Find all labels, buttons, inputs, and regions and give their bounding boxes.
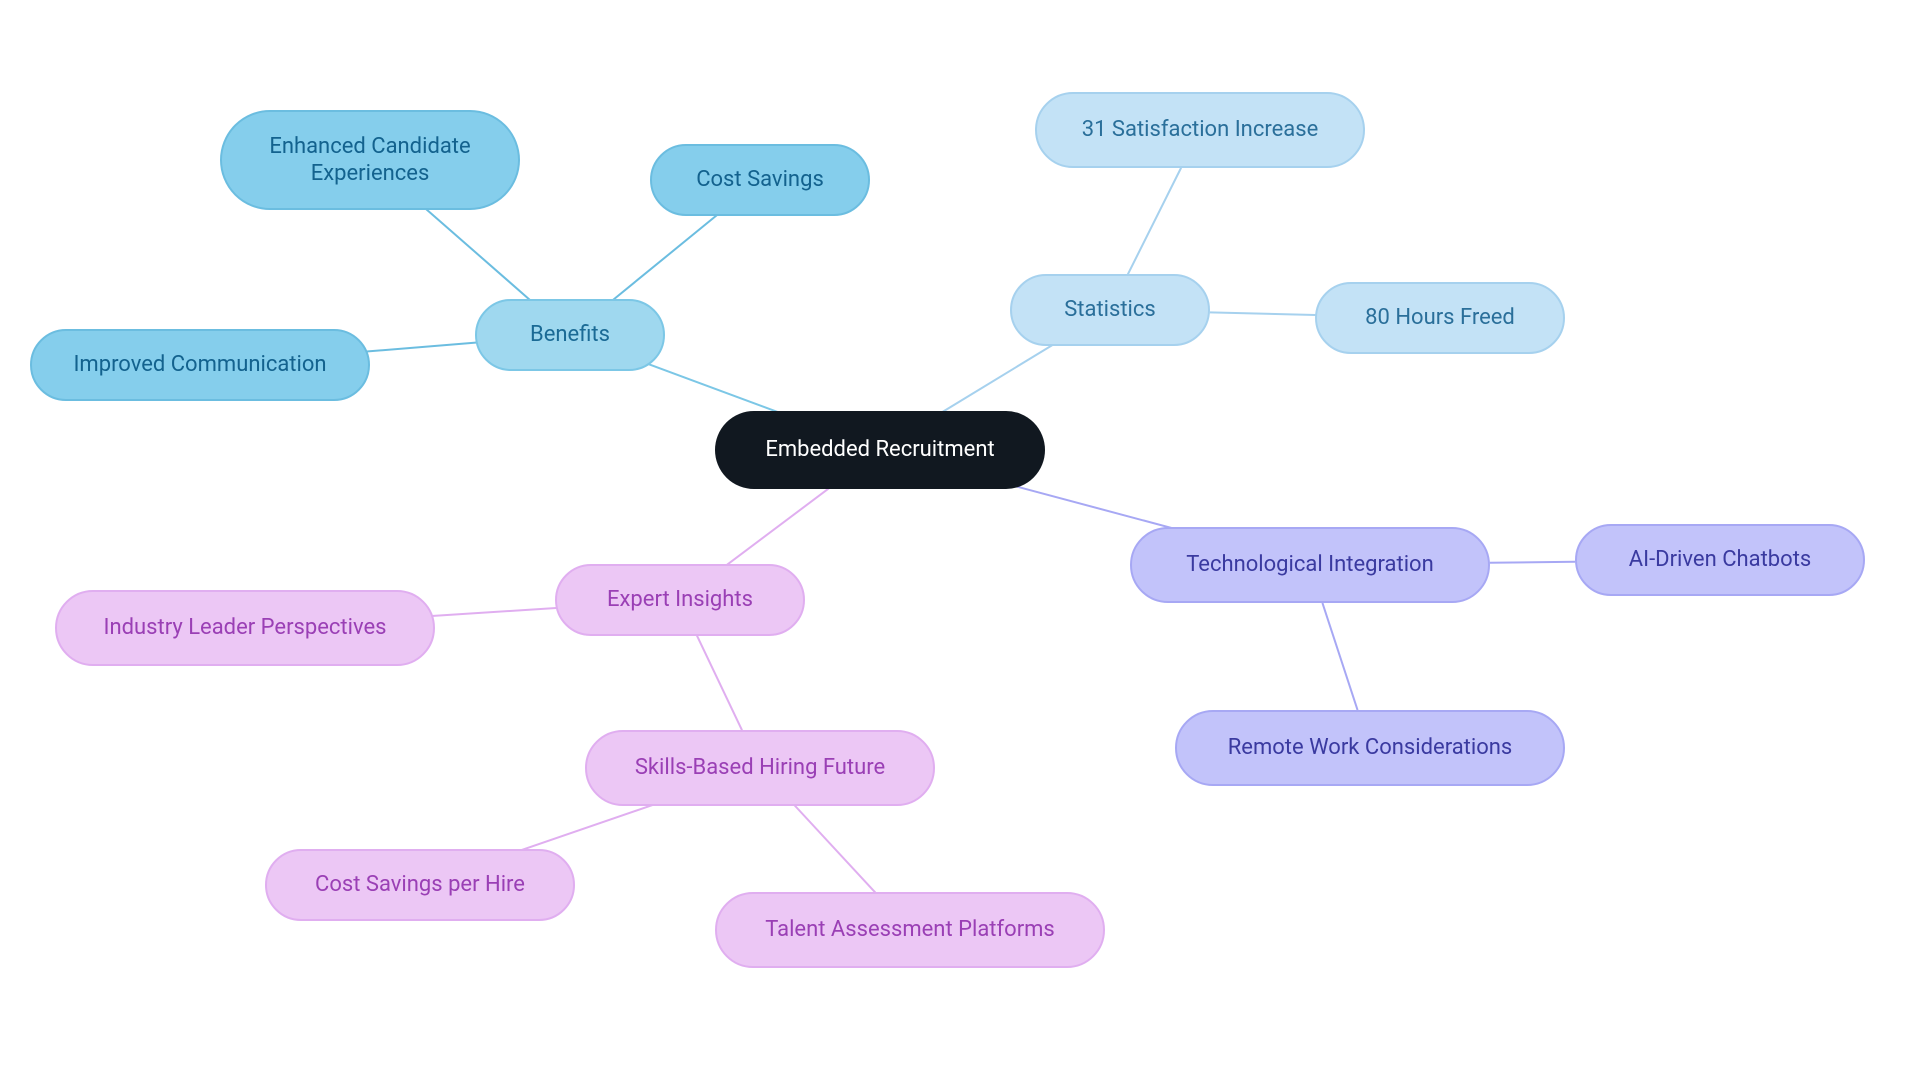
mindmap-node-imp_comm: Improved Communication: [30, 329, 370, 401]
mindmap-node-sat_inc: 31 Satisfaction Increase: [1035, 92, 1365, 168]
mindmap-node-chatbots: AI-Driven Chatbots: [1575, 524, 1865, 596]
mindmap-node-tech_int: Technological Integration: [1130, 527, 1490, 603]
mindmap-node-expert: Expert Insights: [555, 564, 805, 636]
mindmap-node-benefits: Benefits: [475, 299, 665, 371]
mindmap-node-enh_cand: Enhanced Candidate Experiences: [220, 110, 520, 210]
mindmap-canvas: Embedded Recruitment Benefits Enhanced Can…: [0, 0, 1920, 1083]
edge: [507, 800, 667, 855]
mindmap-node-hours_freed: 80 Hours Freed: [1315, 282, 1565, 354]
edge: [1490, 562, 1575, 563]
mindmap-node-talent: Talent Assessment Platforms: [715, 892, 1105, 968]
mindmap-node-cost_sav: Cost Savings: [650, 144, 870, 216]
mindmap-node-stats: Statistics: [1010, 274, 1210, 346]
edge: [940, 341, 1059, 414]
edge: [725, 487, 831, 566]
mindmap-node-root: Embedded Recruitment: [715, 411, 1045, 489]
edge: [1128, 168, 1181, 275]
mindmap-node-remote: Remote Work Considerations: [1175, 710, 1565, 786]
mindmap-node-cost_hire: Cost Savings per Hire: [265, 849, 575, 921]
edge: [794, 805, 875, 892]
edge: [610, 213, 719, 302]
mindmap-node-skills: Skills-Based Hiring Future: [585, 730, 935, 806]
edge: [1210, 312, 1316, 315]
edge: [1322, 603, 1357, 710]
edge: [426, 608, 558, 617]
edge: [359, 343, 477, 353]
mindmap-node-industry: Industry Leader Perspectives: [55, 590, 435, 666]
edge: [638, 360, 791, 417]
edge: [423, 207, 532, 302]
edge: [697, 636, 742, 731]
